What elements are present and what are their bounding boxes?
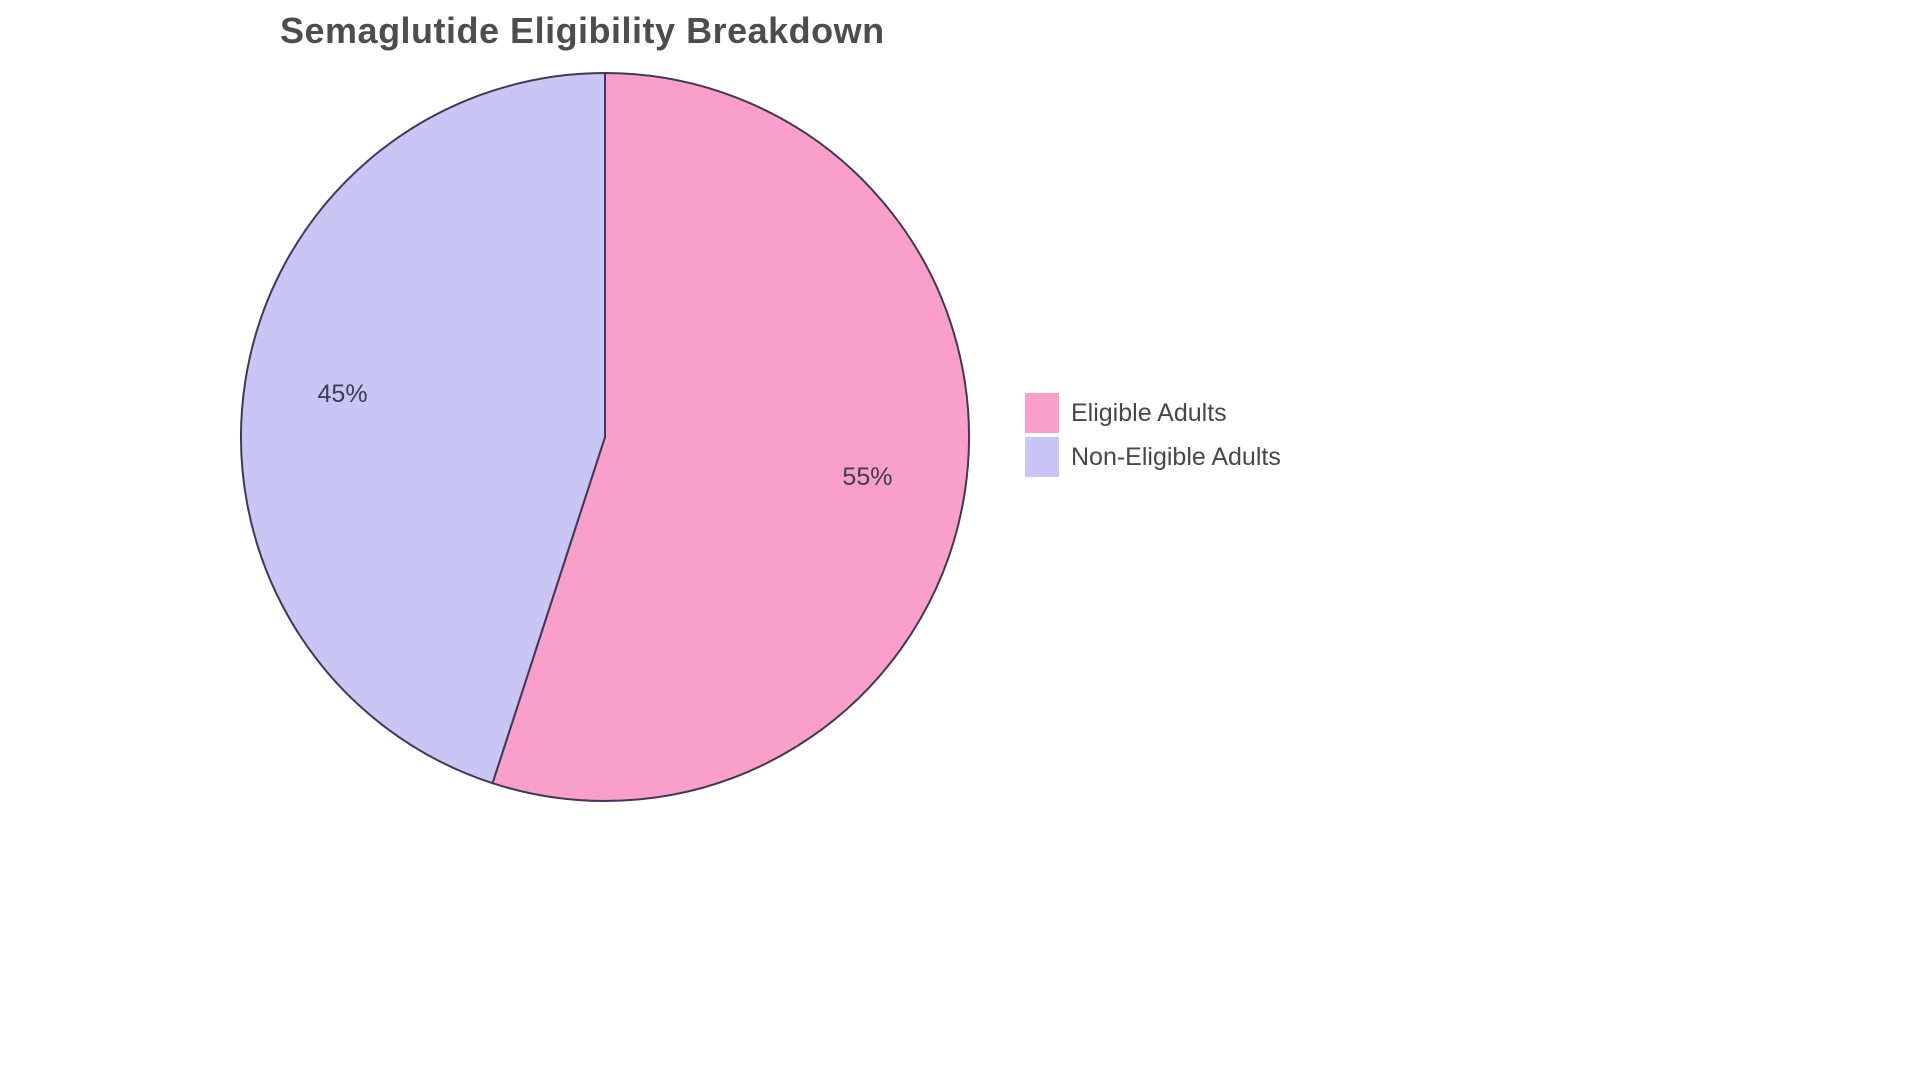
pie-slice-value-label: 45%	[318, 380, 368, 408]
pie-slice-value-label: 55%	[842, 463, 892, 491]
legend-label: Non-Eligible Adults	[1071, 442, 1281, 471]
legend: Eligible Adults Non-Eligible Adults	[1025, 393, 1281, 477]
legend-swatch	[1025, 437, 1059, 477]
pie-slice-eligible-adults	[491, 72, 970, 802]
legend-swatch	[1025, 393, 1059, 433]
legend-item: Eligible Adults	[1025, 393, 1281, 433]
chart-title: Semaglutide Eligibility Breakdown	[280, 10, 885, 51]
legend-label: Eligible Adults	[1071, 398, 1227, 427]
pie-slice-non-eligible-adults	[240, 72, 606, 785]
legend-item: Non-Eligible Adults	[1025, 437, 1281, 477]
